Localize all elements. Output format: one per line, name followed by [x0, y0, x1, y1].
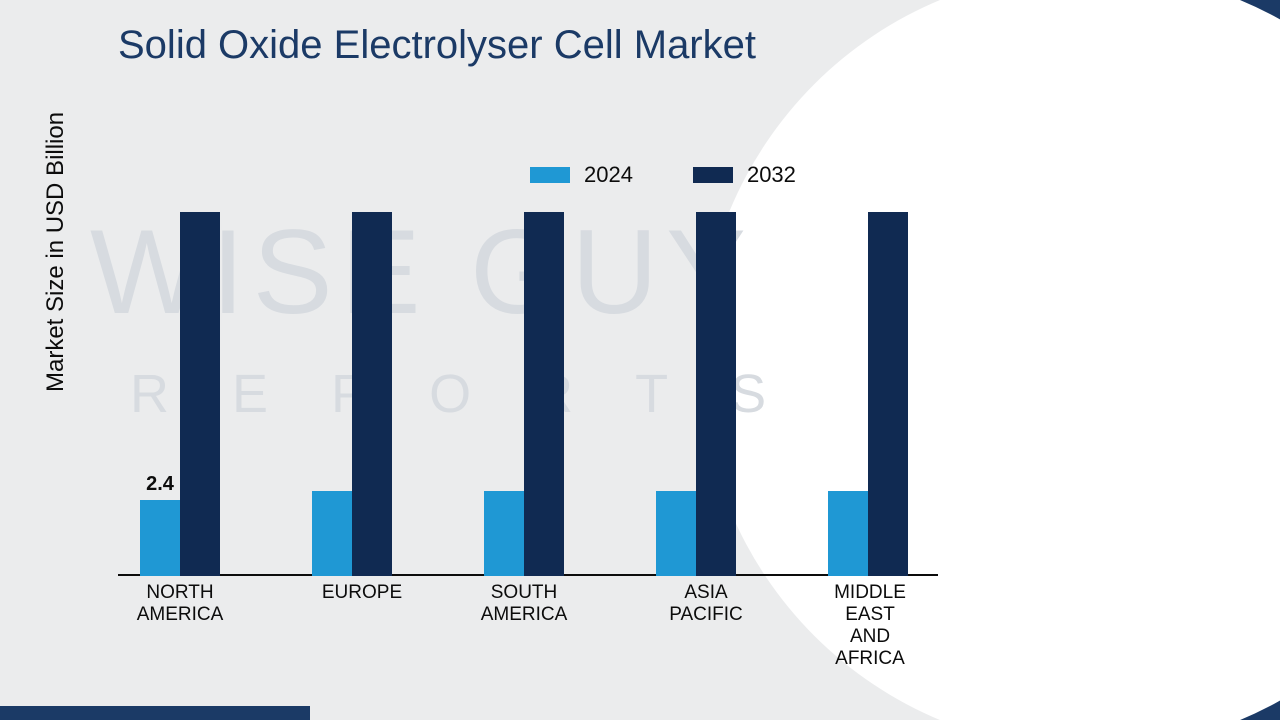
chart-canvas: WISE GUY R E P O R T S WISE GUY R E P O …	[0, 0, 1280, 720]
legend-item-2032: 2032	[693, 162, 796, 188]
legend-swatch-2024	[530, 167, 570, 183]
x-axis-category-label: NORTHAMERICA	[110, 582, 250, 626]
brand-logo: WISE GUY R E P O R T S	[1076, 22, 1244, 74]
bar-2032	[696, 212, 736, 576]
bar-2032	[180, 212, 220, 576]
bar-2024	[656, 491, 696, 577]
logo-line1: WISE GUY	[1076, 22, 1244, 56]
bar-2024: 2.4	[140, 500, 180, 576]
x-axis-category-label: MIDDLEEASTANDAFRICA	[800, 582, 940, 669]
x-axis-category-label: EUROPE	[292, 582, 432, 604]
chart-title: Solid Oxide Electrolyser Cell Market	[118, 22, 756, 68]
x-axis-category-label: ASIAPACIFIC	[636, 582, 776, 626]
legend-swatch-2032	[693, 167, 733, 183]
bottom-stripe	[0, 706, 310, 720]
bar-2024	[828, 491, 868, 577]
chart-plot-area: 2.4	[118, 196, 938, 576]
bar-2024	[312, 491, 352, 577]
logo-word-wise: WISE	[1078, 22, 1163, 55]
x-axis-category-label: SOUTHAMERICA	[454, 582, 594, 626]
legend: 2024 2032	[530, 162, 796, 188]
y-axis-label: Market Size in USD Billion	[42, 112, 70, 392]
bar-2032	[868, 212, 908, 576]
bar-2032	[524, 212, 564, 576]
bar-value-label: 2.4	[146, 473, 174, 496]
legend-item-2024: 2024	[530, 162, 633, 188]
legend-label-2024: 2024	[584, 162, 633, 188]
bar-2032	[352, 212, 392, 576]
legend-label-2032: 2032	[747, 162, 796, 188]
logo-line2: R E P O R T S	[1076, 58, 1244, 74]
bar-2024	[484, 491, 524, 577]
logo-word-guy: GUY	[1173, 22, 1244, 55]
